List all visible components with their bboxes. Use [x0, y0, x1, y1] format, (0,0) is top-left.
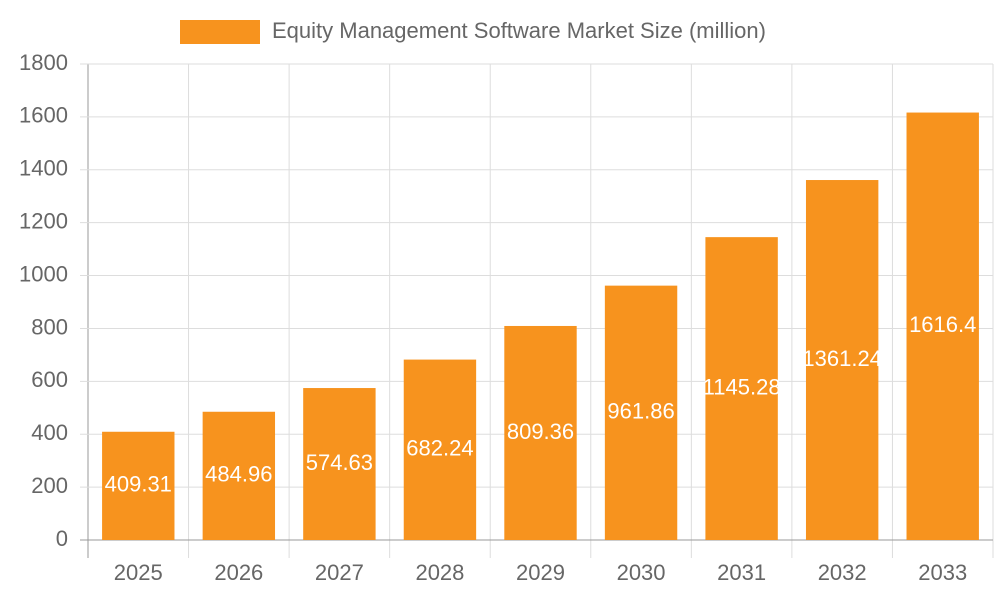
y-tick-label: 200	[31, 473, 68, 498]
legend-swatch[interactable]	[180, 20, 260, 44]
legend-label[interactable]: Equity Management Software Market Size (…	[272, 18, 766, 43]
value-label: 1616.4	[909, 312, 976, 337]
value-label: 682.24	[406, 436, 473, 461]
value-label: 409.31	[105, 472, 172, 497]
bar	[805, 180, 879, 540]
bar	[604, 285, 678, 540]
y-tick-label: 800	[31, 314, 68, 339]
y-tick-label: 0	[56, 526, 68, 551]
y-tick-label: 1600	[19, 103, 68, 128]
x-tick-label: 2025	[114, 560, 163, 585]
y-tick-label: 1000	[19, 261, 68, 286]
x-tick-label: 2033	[918, 560, 967, 585]
y-tick-label: 400	[31, 420, 68, 445]
x-tick-label: 2030	[617, 560, 666, 585]
y-tick-label: 1800	[19, 50, 68, 75]
bar	[202, 411, 276, 540]
value-label: 484.96	[205, 462, 272, 487]
y-tick-label: 600	[31, 367, 68, 392]
bar	[102, 431, 175, 540]
x-tick-label: 2032	[818, 560, 867, 585]
value-label: 1361.24	[802, 346, 882, 371]
x-tick-label: 2031	[717, 560, 766, 585]
value-label: 809.36	[507, 419, 574, 444]
bar	[403, 359, 477, 540]
value-label: 1145.28	[703, 374, 781, 399]
x-tick-label: 2027	[315, 560, 364, 585]
y-tick-label: 1200	[19, 208, 68, 233]
value-label: 961.86	[607, 399, 674, 424]
bar	[504, 325, 577, 540]
bar	[705, 237, 778, 540]
bar	[303, 388, 376, 540]
y-tick-label: 1400	[19, 156, 68, 181]
bar	[906, 112, 979, 540]
value-label: 574.63	[306, 450, 373, 475]
x-tick-label: 2028	[415, 560, 464, 585]
x-tick-label: 2029	[516, 560, 565, 585]
x-tick-label: 2026	[214, 560, 263, 585]
